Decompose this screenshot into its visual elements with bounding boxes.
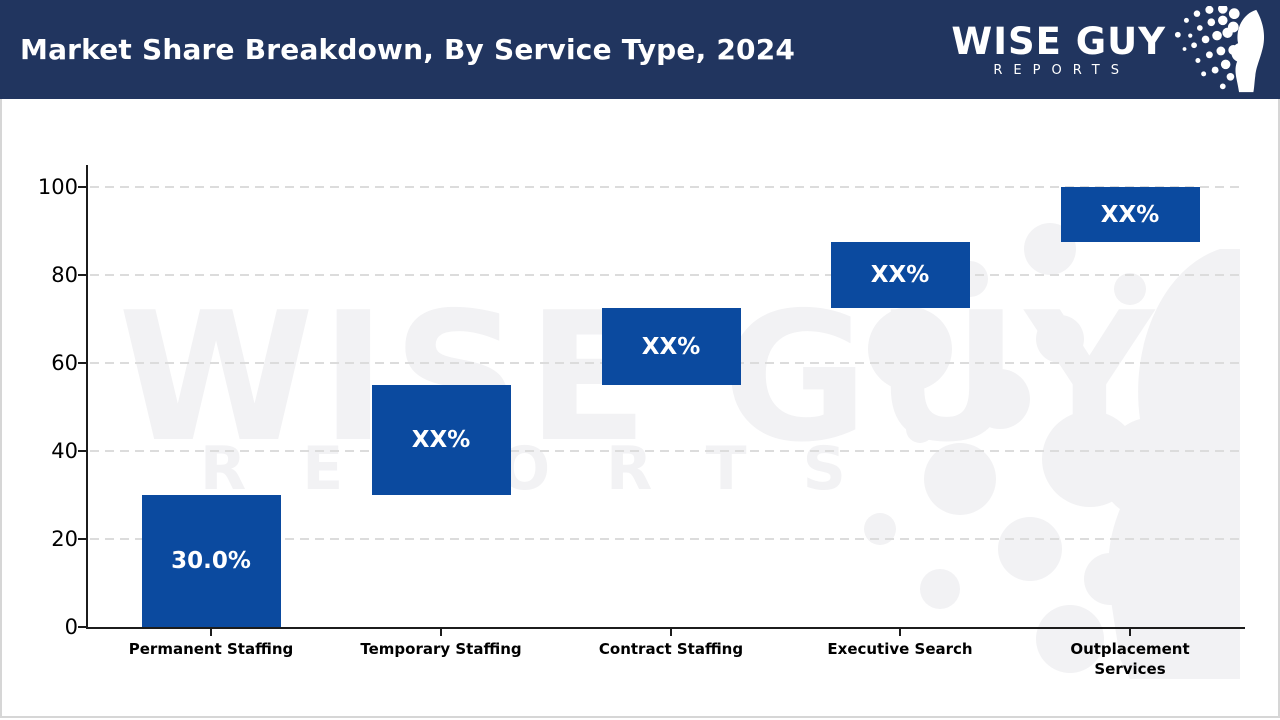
gridline-100 bbox=[90, 186, 1245, 188]
wiseguy-head-icon bbox=[1174, 5, 1265, 92]
wiseguy-logo: WISE GUY REPORTS bbox=[951, 5, 1280, 94]
x-tick-temporary-staffing bbox=[440, 629, 442, 636]
bar-value-label: XX% bbox=[870, 262, 930, 288]
y-tick-label: 80 bbox=[51, 263, 78, 287]
x-tick-label-permanent-staffing: Permanent Staffing bbox=[128, 640, 294, 658]
y-tick-0 bbox=[78, 626, 86, 628]
x-tick-label-temporary-staffing: Temporary Staffing bbox=[360, 640, 522, 658]
gridline-20 bbox=[90, 538, 1245, 540]
bar-value-label: XX% bbox=[1100, 201, 1160, 228]
bar-value-label: XX% bbox=[641, 333, 701, 360]
y-tick-label: 60 bbox=[51, 351, 78, 375]
y-tick-60 bbox=[78, 362, 86, 364]
bar-temporary-staffing: XX% bbox=[371, 385, 511, 495]
page-title: Market Share Breakdown, By Service Type,… bbox=[20, 33, 796, 66]
bar-value-label: 30.0% bbox=[171, 548, 251, 574]
wiseguy-logo-text: WISE GUY REPORTS bbox=[951, 23, 1166, 77]
logo-wordmark: WISE GUY bbox=[951, 19, 1166, 63]
y-tick-80 bbox=[78, 274, 86, 276]
bar-permanent-staffing: 30.0% bbox=[141, 495, 281, 627]
x-tick-permanent-staffing bbox=[210, 629, 212, 636]
x-tick-outplacement-services bbox=[1129, 629, 1131, 636]
watermark-subtitle: REPORTS bbox=[200, 434, 902, 504]
chart-canvas: WISE GUY REPORTS 0 20 40 60 80 100 30.0% Perman… bbox=[0, 99, 1280, 720]
y-tick-20 bbox=[78, 538, 86, 540]
y-tick-40 bbox=[78, 450, 86, 452]
bar-executive-search: XX% bbox=[830, 242, 970, 308]
bar-outplacement-services: XX% bbox=[1060, 187, 1200, 242]
x-tick-executive-search bbox=[899, 629, 901, 636]
y-tick-label: 20 bbox=[51, 527, 78, 551]
x-axis-line bbox=[86, 627, 1245, 629]
logo-subtitle: REPORTS bbox=[993, 62, 1130, 78]
y-tick-100 bbox=[78, 186, 86, 188]
y-tick-label: 0 bbox=[64, 615, 78, 639]
gridline-80 bbox=[90, 274, 1245, 276]
y-tick-label: 40 bbox=[51, 439, 78, 463]
x-tick-label-executive-search: Executive Search bbox=[827, 640, 973, 658]
x-tick-label-outplacement-services: Outplacement Services bbox=[1070, 640, 1190, 679]
bar-contract-staffing: XX% bbox=[601, 308, 741, 385]
y-tick-label: 100 bbox=[37, 175, 78, 199]
x-tick-label-contract-staffing: Contract Staffing bbox=[598, 640, 744, 658]
header-bar: Market Share Breakdown, By Service Type,… bbox=[0, 0, 1280, 99]
bar-value-label: XX% bbox=[411, 427, 471, 453]
y-axis-line bbox=[86, 165, 88, 629]
x-tick-contract-staffing bbox=[670, 629, 672, 636]
gridline-40 bbox=[90, 450, 1245, 452]
